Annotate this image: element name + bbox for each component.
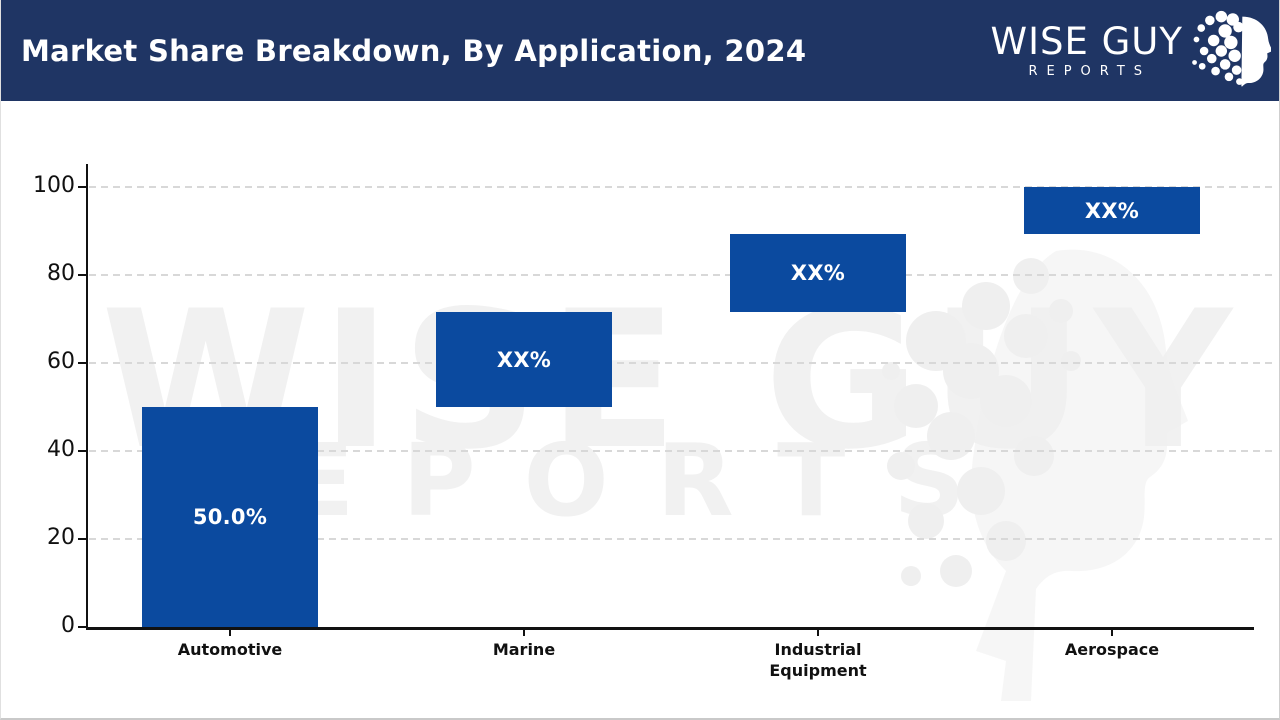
x-tick-mark [229,629,231,636]
gridline-y20 [89,538,1275,540]
logo-head-icon [1192,10,1271,87]
header: Market Share Breakdown, By Application, … [1,0,1279,101]
y-tick-label: 60 [47,349,75,374]
y-tick-mark [78,450,86,452]
logo: WISE GUY REPORTS [991,8,1271,94]
gridline-y40 [89,450,1275,452]
page-title: Market Share Breakdown, By Application, … [21,33,807,68]
bar-automotive: 50.0% [142,407,318,627]
x-tick-mark [817,629,819,636]
bar-value-label: 50.0% [192,505,268,529]
bar-value-label: XX% [496,347,552,372]
x-tick-label: Marine [492,640,556,659]
y-tick-mark [78,274,86,276]
y-tick-mark [78,362,86,364]
gridline-y60 [89,362,1275,364]
y-tick-mark [78,626,86,628]
logo-wordmark-line2: REPORTS [1028,63,1152,79]
bar-marine: XX% [436,312,612,407]
y-tick-label: 40 [47,437,75,462]
y-tick-label: 80 [47,261,75,286]
bar-aerospace: XX% [1024,187,1200,235]
y-tick-label: 100 [33,173,75,198]
bar-value-label: XX% [1084,198,1140,223]
gridline-y80 [89,274,1275,276]
y-axis-spine [86,164,88,629]
x-axis-spine [86,627,1254,630]
gridline-y100 [89,186,1275,188]
y-tick-mark [78,186,86,188]
y-tick-mark [78,538,86,540]
x-tick-label: Automotive [177,640,283,659]
x-tick-label: Aerospace [1064,640,1160,659]
x-tick-label: Industrial Equipment [769,640,867,680]
bar-value-label: XX% [790,261,846,286]
y-tick-label: 0 [61,613,75,638]
x-tick-mark [523,629,525,636]
chart-canvas: WISE GUY REPORTS 0 20 40 60 80 100 50.0% Automo… [1,101,1279,718]
logo-wordmark-line1: WISE GUY [990,20,1183,64]
y-tick-label: 20 [47,525,75,550]
logo-wordmark: WISE GUY REPORTS [990,20,1183,79]
bar-industrial-equipment: XX% [730,234,906,313]
x-tick-mark [1111,629,1113,636]
